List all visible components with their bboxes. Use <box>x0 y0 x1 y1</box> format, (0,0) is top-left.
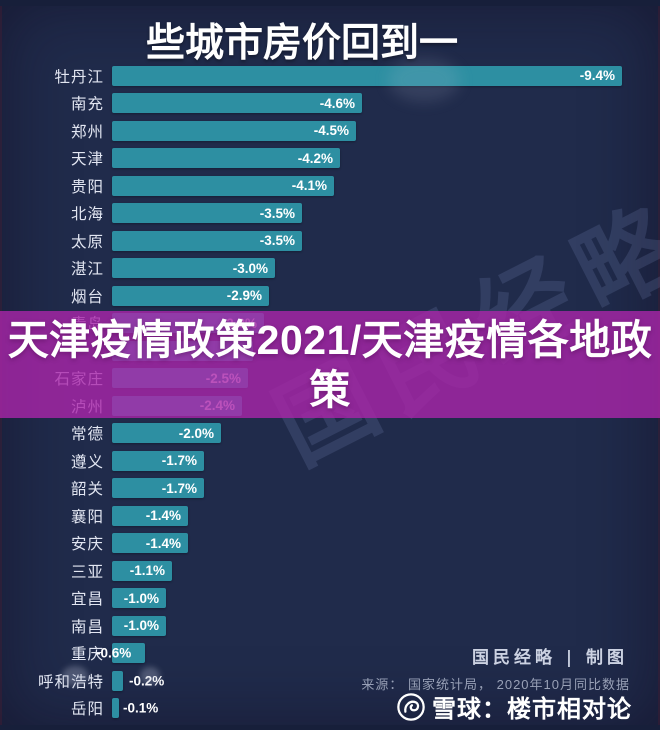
bar-value-label: -3.5% <box>259 233 295 249</box>
bar-value-label: -4.1% <box>291 178 327 194</box>
bottom-border-strip <box>0 725 660 730</box>
bar-value-label: -4.2% <box>297 150 333 166</box>
bar: -1.4% <box>112 533 188 554</box>
city-label: 韶关 <box>70 481 104 499</box>
bar-value-label: -1.7% <box>161 453 197 469</box>
bar-value-label: -4.5% <box>313 123 349 139</box>
city-label: 牡丹江 <box>54 68 104 86</box>
bar-value-label: -1.0% <box>123 618 159 634</box>
label-blur-smudge <box>62 666 88 686</box>
top-border-strip <box>0 0 660 6</box>
bar: -4.1% <box>112 175 334 196</box>
bar: -1.0% <box>112 588 166 609</box>
bar-value-label: -0.1% <box>123 700 159 716</box>
city-label: 郑州 <box>70 123 104 141</box>
source-text: 来源： 国家统计局， 2020年10月同比数据 <box>361 677 630 692</box>
chart-row: 遵义 -1.7% <box>0 447 660 475</box>
city-label: 襄阳 <box>70 508 104 526</box>
chart-row: 牡丹江 -9.4% <box>0 62 660 90</box>
city-label: 遵义 <box>70 453 104 471</box>
bar: -9.4% <box>112 65 622 86</box>
bar <box>112 698 119 719</box>
bar: -2.0% <box>112 423 221 444</box>
bar: -1.7% <box>112 450 204 471</box>
bar: -3.5% <box>112 203 302 224</box>
bar-value-label: -0.2% <box>129 673 165 689</box>
chart-row: 安庆 -1.4% <box>0 530 660 558</box>
bar: -4.2% <box>112 148 340 169</box>
bar-value-label: -3.0% <box>232 260 268 276</box>
chart-row: 韶关 -1.7% <box>0 475 660 503</box>
brand-text: 雪球：楼市相对论 <box>432 696 632 723</box>
bar <box>112 670 123 691</box>
bar-value-label: -2.9% <box>226 288 262 304</box>
chart-row: 岳阳 -0.1% <box>0 695 660 723</box>
chart-title: 些城市房价回到一 <box>145 22 458 65</box>
city-label: 岳阳 <box>70 701 104 719</box>
chart-row: 天津 -4.2% <box>0 145 660 173</box>
bar-value-label: -1.1% <box>129 563 165 579</box>
brand-row: 雪球：楼市相对论 <box>396 689 632 724</box>
city-label: 北海 <box>70 206 104 224</box>
credit-text: 国民经略 | 制图 <box>471 648 628 668</box>
bar: -4.6% <box>112 93 362 114</box>
chart-row: 南充 -4.6% <box>0 90 660 118</box>
chart-row: 湛江 -3.0% <box>0 255 660 283</box>
city-label: 湛江 <box>70 261 104 279</box>
city-label: 呼和浩特 <box>37 673 104 691</box>
chart-row: 郑州 -4.5% <box>0 117 660 145</box>
bar: -1.7% <box>112 478 204 499</box>
bar-value-label: -1.4% <box>145 508 181 524</box>
bar-value-label: -1.0% <box>123 590 159 606</box>
city-label: 天津 <box>70 151 104 169</box>
city-label: 太原 <box>70 233 104 251</box>
city-label: 常德 <box>70 426 104 444</box>
title-erase-smudge <box>388 58 460 102</box>
bar-value-label: -9.4% <box>579 68 615 84</box>
bar-value-label: -1.7% <box>161 480 197 496</box>
city-label: 安庆 <box>70 536 104 554</box>
chart-row: 重庆 -0.6% <box>0 640 660 668</box>
bar: -4.5% <box>112 120 356 141</box>
bar: -1.4% <box>112 505 188 526</box>
headline-line-2: 策 <box>309 366 351 413</box>
city-label: 重庆 <box>70 646 104 664</box>
chart-row: 太原 -3.5% <box>0 227 660 255</box>
bar: -3.5% <box>112 230 302 251</box>
chart-row: 南昌 -1.0% <box>0 612 660 640</box>
headline-overlay-band: 天津疫情政策2021/天津疫情各地政 策 <box>0 311 660 418</box>
bar-value-label: -0.6% <box>96 645 132 661</box>
chart-row: 宜昌 -1.0% <box>0 585 660 613</box>
bar: -2.9% <box>112 285 269 306</box>
chart-row: 烟台 -2.9% <box>0 282 660 310</box>
city-label: 南充 <box>70 96 104 114</box>
city-label: 贵阳 <box>70 178 104 196</box>
bar-value-label: -3.5% <box>259 205 295 221</box>
city-label: 南昌 <box>70 618 104 636</box>
bar: -1.1% <box>112 560 172 581</box>
bar-value-label: -1.4% <box>145 535 181 551</box>
bar-value-label: -2.0% <box>178 425 214 441</box>
city-label: 三亚 <box>70 563 104 581</box>
headline-line-1: 天津疫情政策2021/天津疫情各地政 <box>7 316 653 363</box>
bar: -3.0% <box>112 258 275 279</box>
chart-row: 常德 -2.0% <box>0 420 660 448</box>
bar-value-label: -4.6% <box>319 95 355 111</box>
chart-row: 贵阳 -4.1% <box>0 172 660 200</box>
bar: -1.0% <box>112 615 166 636</box>
snowball-icon <box>397 692 425 721</box>
chart-row: 北海 -3.5% <box>0 200 660 228</box>
chart-row: 三亚 -1.1% <box>0 557 660 585</box>
bar <box>112 643 145 664</box>
chart-row: 襄阳 -1.4% <box>0 502 660 530</box>
chart-row: 呼和浩特 -0.2% <box>0 667 660 695</box>
city-label: 宜昌 <box>70 591 104 609</box>
value-blur-smudge <box>140 667 160 685</box>
city-label: 烟台 <box>70 288 104 306</box>
